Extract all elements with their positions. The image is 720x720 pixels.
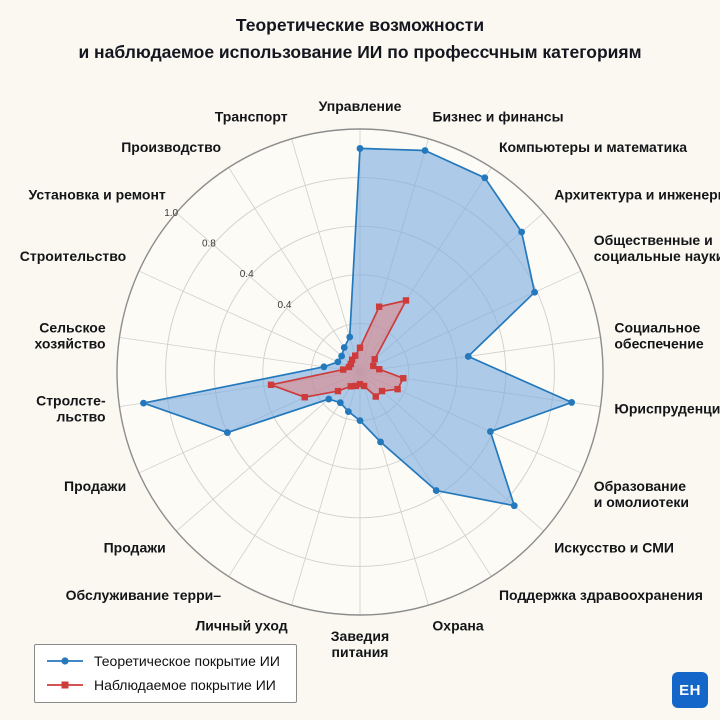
svg-text:Стролсте-льство: Стролсте-льство [36,393,106,425]
svg-text:Личный уход: Личный уход [195,618,287,634]
legend-line-square-icon [47,681,83,689]
series-theoretical-markers [140,145,576,510]
svg-text:0.4: 0.4 [240,269,254,280]
series-observed-markers [267,297,410,401]
svg-text:Производство: Производство [121,139,221,155]
svg-text:Архитектура и инженерия: Архитектура и инженерия [554,187,720,203]
brand-badge: EH [672,672,708,708]
svg-text:0.8: 0.8 [202,239,216,250]
legend-line-dot-icon [47,657,83,665]
svg-text:0.4: 0.4 [278,300,292,311]
svg-text:Охрана: Охрана [432,618,483,634]
svg-text:Бизнес и финансы: Бизнес и финансы [432,108,563,124]
category-labels: Управление Бизнес и финансы Компьютеры и м… [20,98,720,660]
chart-title-line1: Теоретические возможности [235,15,485,35]
chart-title: Теоретические возможности и наблюдаемое … [0,12,720,66]
svg-text:Управление: Управление [319,98,402,114]
svg-text:Продажи: Продажи [64,478,126,494]
svg-text:Строительство: Строительство [20,248,126,264]
legend-item-theoretical: Теоретическое покрытие ИИ [45,653,280,669]
legend-item-observed: Наблюдаемое покрытие ИИ [45,677,280,693]
chart-title-line2: и наблюдаемое использование ИИ по профес… [78,42,642,63]
radial-tick-labels: 1.0 0.8 0.4 0.4 [164,208,292,311]
svg-text:Продажи: Продажи [104,539,166,555]
svg-text:Поддержка здравоохранения: Поддержка здравоохранения [499,587,703,603]
svg-text:1.0: 1.0 [164,208,178,219]
svg-text:Транспорт: Транспорт [215,108,288,124]
svg-text:Обслуживание терри–: Обслуживание терри– [66,587,222,603]
svg-text:Установка и ремонт: Установка и ремонт [29,187,166,203]
legend-label-theoretical: Теоретическое покрытие ИИ [94,653,280,669]
chart-legend: Теоретическое покрытие ИИ Наблюдаемое по… [34,644,297,703]
svg-text:Юриспруденция: Юриспруденция [614,401,720,417]
svg-text:Искусство и СМИ: Искусство и СМИ [554,539,674,555]
legend-label-observed: Наблюдаемое покрытие ИИ [94,677,276,693]
svg-text:Компьютеры и математика: Компьютеры и математика [499,139,687,155]
